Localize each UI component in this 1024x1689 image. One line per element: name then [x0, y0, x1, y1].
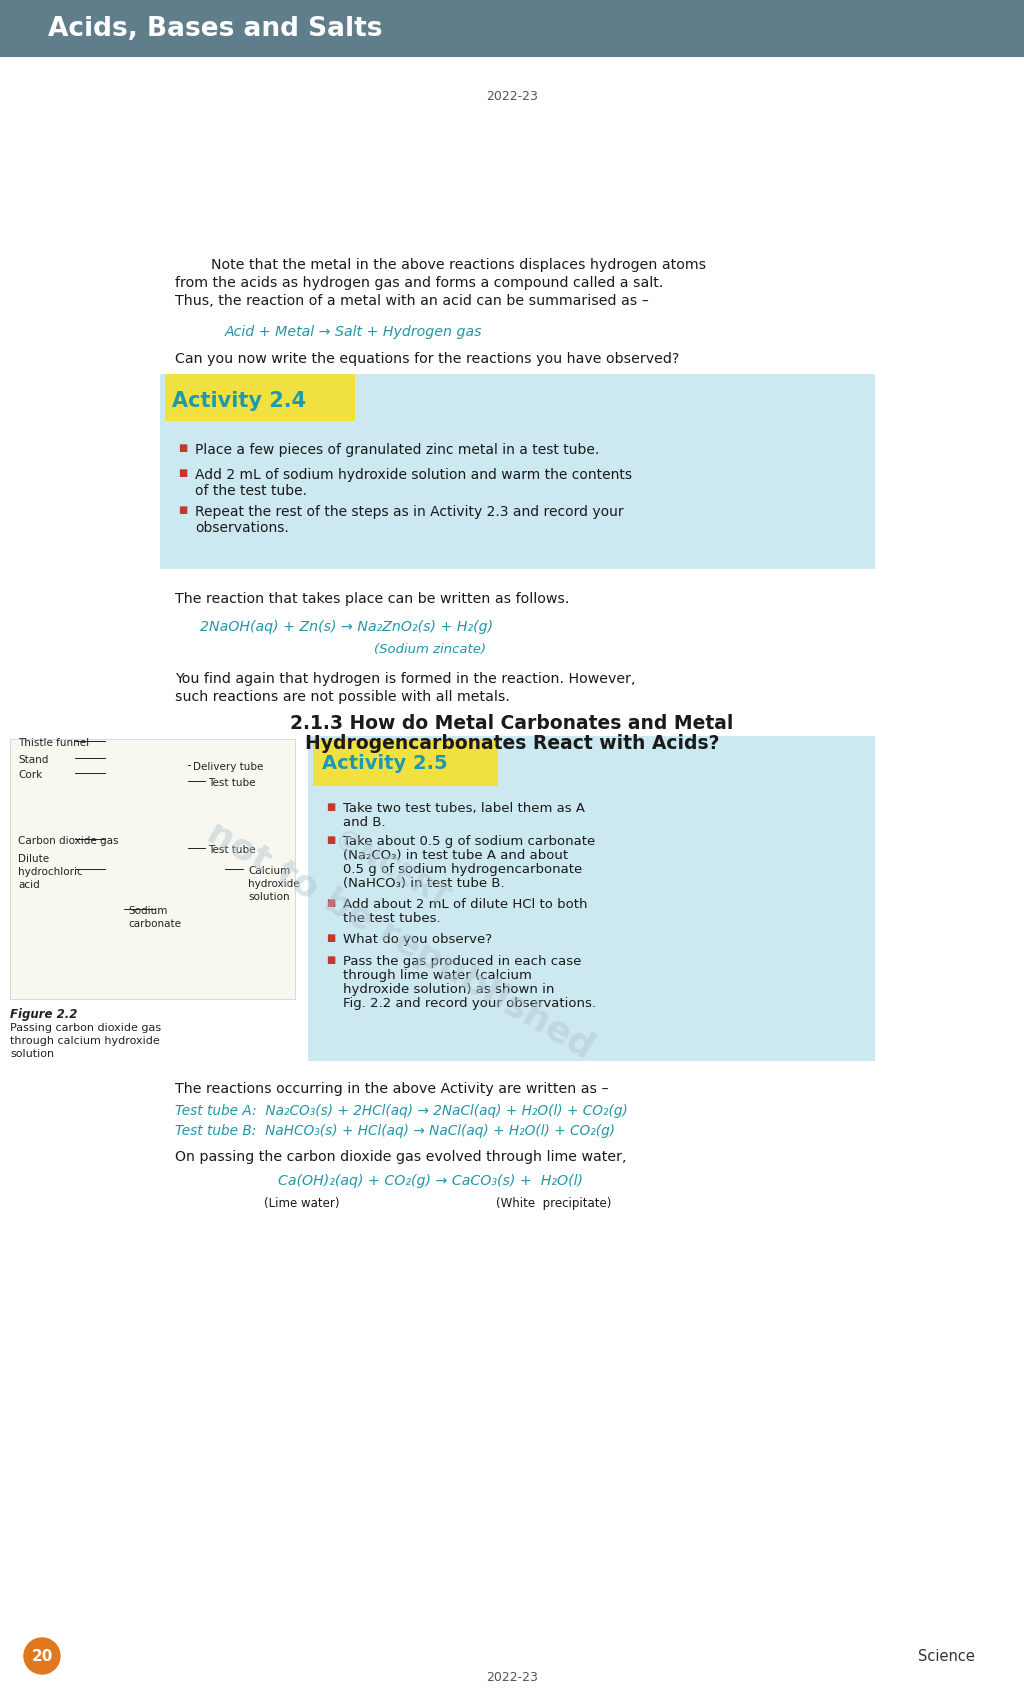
Text: Acid + Metal → Salt + Hydrogen gas: Acid + Metal → Salt + Hydrogen gas	[225, 324, 482, 339]
Text: (NaHCO₃) in test tube B.: (NaHCO₃) in test tube B.	[343, 877, 505, 890]
Bar	[160, 375, 874, 569]
Text: ■: ■	[326, 932, 335, 942]
Text: Passing carbon dioxide gas: Passing carbon dioxide gas	[10, 1022, 161, 1032]
Text: (Lime water): (Lime water)	[264, 1196, 340, 1209]
Text: Repeat the rest of the steps as in Activity 2.3 and record your: Repeat the rest of the steps as in Activ…	[195, 505, 624, 519]
Text: Test tube B:  NaHCO₃(s) + HCl(aq) → NaCl(aq) + H₂O(l) + CO₂(g): Test tube B: NaHCO₃(s) + HCl(aq) → NaCl(…	[175, 1123, 615, 1137]
Text: Science: Science	[919, 1648, 975, 1664]
Text: Activity 2.4: Activity 2.4	[172, 390, 306, 410]
Text: What do you observe?: What do you observe?	[343, 932, 493, 946]
Text: You find again that hydrogen is formed in the reaction. However,: You find again that hydrogen is formed i…	[175, 672, 636, 686]
Text: Add 2 mL of sodium hydroxide solution and warm the contents: Add 2 mL of sodium hydroxide solution an…	[195, 468, 632, 481]
Text: ■: ■	[326, 897, 335, 907]
Text: ©NCERT: ©NCERT	[327, 826, 453, 914]
Text: 2NaOH(aq) + Zn(s) → Na₂ZnO₂(s) + H₂(g): 2NaOH(aq) + Zn(s) → Na₂ZnO₂(s) + H₂(g)	[200, 620, 494, 633]
Text: hydroxide solution) as shown in: hydroxide solution) as shown in	[343, 983, 554, 995]
Text: such reactions are not possible with all metals.: such reactions are not possible with all…	[175, 689, 510, 704]
Bar	[313, 740, 498, 787]
Text: ■: ■	[178, 443, 187, 453]
Bar	[165, 375, 355, 422]
Text: the test tubes.: the test tubes.	[343, 912, 440, 924]
Text: Ca(OH)₂(aq) + CO₂(g) → CaCO₃(s) +  H₂O(l): Ca(OH)₂(aq) + CO₂(g) → CaCO₃(s) + H₂O(l)	[278, 1174, 583, 1187]
Text: ■: ■	[326, 954, 335, 964]
Bar	[0, 0, 1024, 57]
Text: 2.1.3 How do Metal Carbonates and Metal: 2.1.3 How do Metal Carbonates and Metal	[291, 713, 733, 733]
Text: observations.: observations.	[195, 520, 289, 535]
Text: The reaction that takes place can be written as follows.: The reaction that takes place can be wri…	[175, 591, 569, 606]
Text: Take two test tubes, label them as A: Take two test tubes, label them as A	[343, 802, 585, 814]
Text: Acids, Bases and Salts: Acids, Bases and Salts	[48, 15, 383, 42]
Text: Dilute: Dilute	[18, 853, 49, 863]
Text: hydroxide: hydroxide	[248, 878, 300, 888]
Text: solution: solution	[248, 892, 290, 902]
Text: ■: ■	[178, 505, 187, 515]
Text: through calcium hydroxide: through calcium hydroxide	[10, 1035, 160, 1045]
Bar	[308, 736, 874, 1061]
Text: of the test tube.: of the test tube.	[195, 483, 307, 498]
Text: acid: acid	[18, 880, 40, 890]
Text: Calcium: Calcium	[248, 865, 290, 875]
Text: (Sodium zincate): (Sodium zincate)	[374, 642, 486, 655]
Text: solution: solution	[10, 1049, 54, 1059]
Text: Test tube: Test tube	[208, 844, 256, 855]
Text: Carbon dioxide gas: Carbon dioxide gas	[18, 836, 119, 846]
Text: Delivery tube: Delivery tube	[193, 762, 263, 772]
Text: Fig. 2.2 and record your observations.: Fig. 2.2 and record your observations.	[343, 997, 596, 1010]
Text: carbonate: carbonate	[128, 919, 181, 929]
Text: Sodium: Sodium	[128, 905, 167, 915]
Text: Cork: Cork	[18, 770, 42, 780]
Text: 20: 20	[32, 1648, 52, 1664]
Text: Activity 2.5: Activity 2.5	[322, 753, 447, 774]
Text: Stand: Stand	[18, 755, 48, 765]
Text: 0.5 g of sodium hydrogencarbonate: 0.5 g of sodium hydrogencarbonate	[343, 863, 583, 875]
Text: Pass the gas produced in each case: Pass the gas produced in each case	[343, 954, 582, 968]
Text: and B.: and B.	[343, 816, 386, 829]
Text: 2022-23: 2022-23	[486, 91, 538, 103]
Text: On passing the carbon dioxide gas evolved through lime water,: On passing the carbon dioxide gas evolve…	[175, 1149, 627, 1164]
Text: through lime water (calcium: through lime water (calcium	[343, 968, 531, 981]
Text: The reactions occurring in the above Activity are written as –: The reactions occurring in the above Act…	[175, 1081, 608, 1096]
Text: Take about 0.5 g of sodium carbonate: Take about 0.5 g of sodium carbonate	[343, 834, 595, 848]
Text: ■: ■	[178, 468, 187, 478]
Circle shape	[24, 1638, 60, 1674]
Text: Figure 2.2: Figure 2.2	[10, 1007, 78, 1020]
Text: 2022-23: 2022-23	[486, 1670, 538, 1684]
Bar	[10, 740, 295, 1000]
Text: (White  precipitate): (White precipitate)	[497, 1196, 611, 1209]
Text: hydrochloric: hydrochloric	[18, 866, 83, 877]
Text: not to be republished: not to be republished	[201, 814, 599, 1064]
Text: ■: ■	[326, 834, 335, 844]
Text: Add about 2 mL of dilute HCl to both: Add about 2 mL of dilute HCl to both	[343, 897, 588, 910]
Text: (Na₂CO₃) in test tube A and about: (Na₂CO₃) in test tube A and about	[343, 848, 568, 861]
Text: Place a few pieces of granulated zinc metal in a test tube.: Place a few pieces of granulated zinc me…	[195, 443, 599, 456]
Text: Thus, the reaction of a metal with an acid can be summarised as –: Thus, the reaction of a metal with an ac…	[175, 294, 649, 307]
Text: Hydrogencarbonates React with Acids?: Hydrogencarbonates React with Acids?	[305, 733, 719, 753]
Text: Can you now write the equations for the reactions you have observed?: Can you now write the equations for the …	[175, 351, 679, 367]
Text: Note that the metal in the above reactions displaces hydrogen atoms: Note that the metal in the above reactio…	[175, 258, 707, 272]
Text: from the acids as hydrogen gas and forms a compound called a salt.: from the acids as hydrogen gas and forms…	[175, 275, 664, 291]
Text: Test tube: Test tube	[208, 777, 256, 787]
Text: Test tube A:  Na₂CO₃(s) + 2HCl(aq) → 2NaCl(aq) + H₂O(l) + CO₂(g): Test tube A: Na₂CO₃(s) + 2HCl(aq) → 2NaC…	[175, 1103, 628, 1118]
Text: Thistle funnel: Thistle funnel	[18, 738, 89, 748]
Text: ■: ■	[326, 802, 335, 811]
